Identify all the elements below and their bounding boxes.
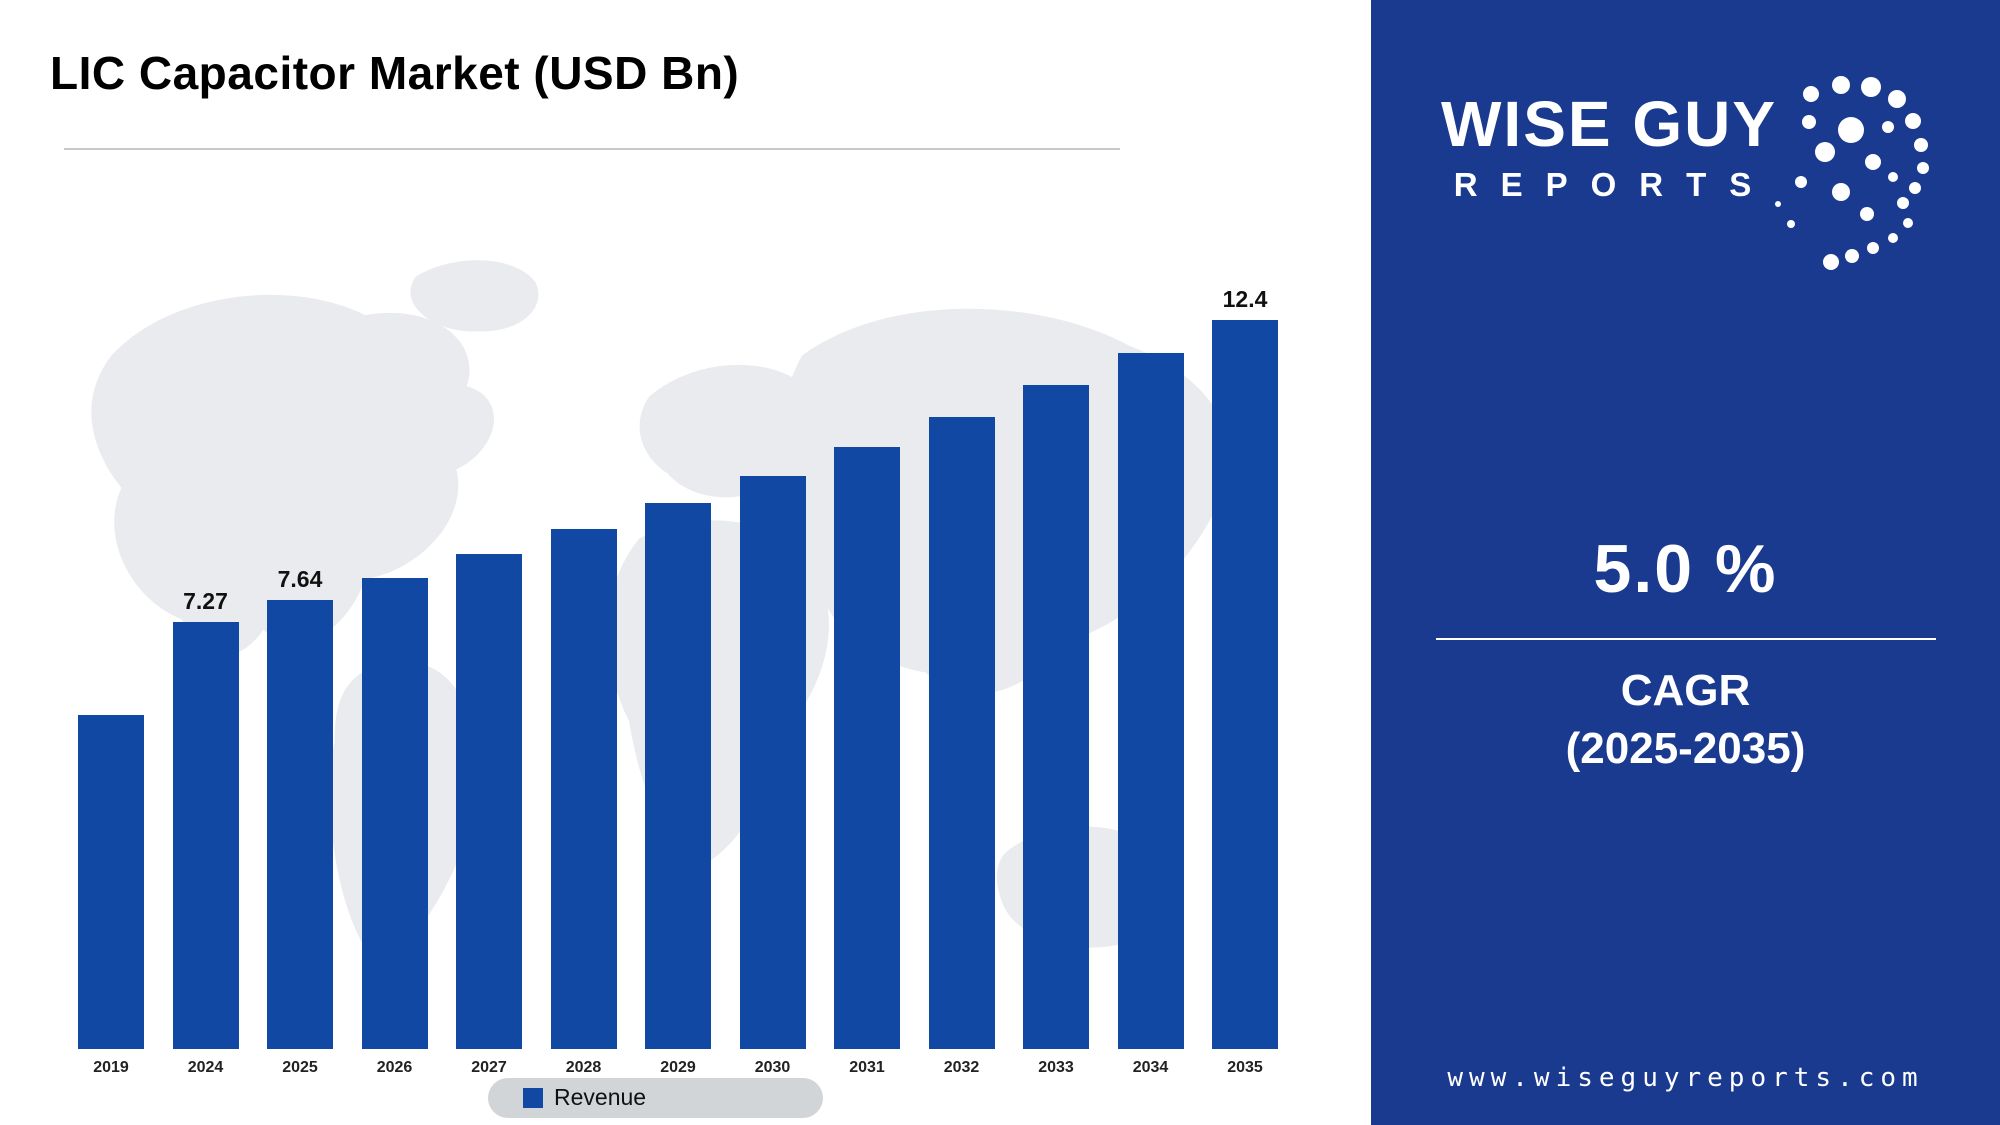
- x-axis-label: 2024: [187, 1059, 224, 1076]
- bar-value-label: 12.4: [1222, 286, 1268, 312]
- x-axis-label: 2028: [565, 1059, 602, 1076]
- cagr-label: CAGR: [1620, 666, 1751, 715]
- bar: [1212, 320, 1278, 1049]
- bar: [361, 578, 428, 1049]
- x-axis-label: 2034: [1132, 1059, 1169, 1076]
- x-axis-label: 2035: [1227, 1059, 1263, 1076]
- x-axis-label: 2027: [471, 1059, 507, 1076]
- x-axis-label: 2025: [282, 1059, 318, 1076]
- cagr-value: 5.0 %: [1593, 531, 1778, 607]
- bar: [267, 600, 333, 1049]
- bar-column: 2028: [550, 285, 617, 1083]
- bar-column: 2031: [834, 285, 900, 1083]
- bar-column: 2019: [78, 285, 144, 1083]
- x-axis-label: 2026: [376, 1059, 413, 1076]
- dotted-head-icon: [1775, 76, 1930, 270]
- x-axis-label: 2029: [660, 1059, 696, 1076]
- bar-column: 2026: [361, 285, 428, 1083]
- title-underline: [64, 148, 1120, 150]
- bar: [78, 715, 144, 1049]
- page-title: LIC Capacitor Market (USD Bn): [50, 47, 740, 99]
- bar-column: 2034: [1117, 285, 1184, 1083]
- bar-column: 2027: [456, 285, 522, 1083]
- cagr-range: (2025-2035): [1565, 724, 1806, 773]
- website-link[interactable]: www.wiseguyreports.com: [1447, 1063, 1924, 1093]
- x-axis-label: 2031: [849, 1059, 885, 1076]
- bar-column: 12.4 2035: [1212, 285, 1278, 1083]
- bar-column: 7.64 2025: [267, 285, 333, 1083]
- wise-guy-reports-logo: WISE GUY REPORTS: [1441, 76, 1980, 292]
- cagr-block: 5.0 % CAGR (2025-2035): [1371, 530, 2000, 774]
- bar-column: 7.27 2024: [172, 285, 239, 1083]
- x-axis-label: 2033: [1038, 1059, 1074, 1076]
- bar: [645, 503, 711, 1049]
- bar: [1023, 385, 1089, 1049]
- bar-column: 2033: [1023, 285, 1089, 1083]
- bar-value-label: 7.27: [183, 588, 228, 614]
- x-axis-label: 2030: [754, 1059, 791, 1076]
- chart-legend: Revenue: [523, 1084, 646, 1111]
- logo-text: WISE GUY REPORTS: [1441, 92, 1777, 204]
- cagr-divider: [1435, 638, 1936, 640]
- bar: [550, 529, 617, 1049]
- chart-section: LIC Capacitor Market (USD Bn): [50, 47, 1278, 1118]
- bar-column: 2029: [645, 285, 711, 1083]
- bar-value-label: 7.64: [277, 566, 323, 592]
- x-axis-label: 2019: [93, 1059, 129, 1076]
- bar-chart: 2019 7.27 2024 7.64 2025 2026 2027 2028 2029 2030…: [78, 285, 1278, 1083]
- bar: [172, 622, 239, 1049]
- logo-line2: REPORTS: [1453, 166, 1775, 203]
- bar: [834, 447, 900, 1049]
- legend-label: Revenue: [554, 1084, 647, 1110]
- bar: [928, 417, 995, 1049]
- x-axis-label: 2032: [943, 1059, 980, 1076]
- bar-column: 2030: [739, 285, 806, 1083]
- brand-panel: WISE GUY REPORTS 5.0 % C: [1371, 0, 2000, 1125]
- logo-line1: WISE GUY: [1441, 88, 1778, 160]
- bar: [739, 476, 806, 1049]
- bar-column: 2032: [928, 285, 995, 1083]
- legend-scrollbar-pill: [488, 1078, 823, 1118]
- bar: [456, 554, 522, 1049]
- legend-swatch: [523, 1087, 543, 1108]
- bar: [1117, 353, 1184, 1049]
